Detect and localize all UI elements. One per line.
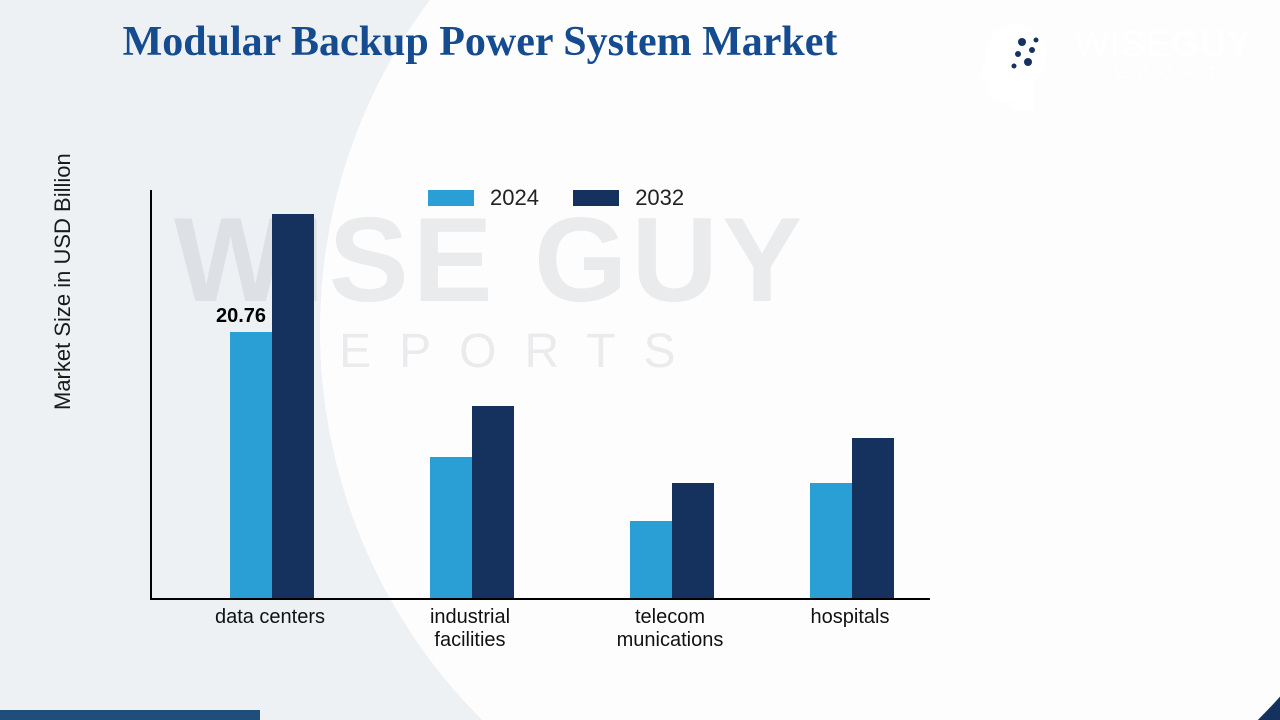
brand-line1-a: WISE <box>1075 23 1171 64</box>
bar-2032 <box>272 214 314 598</box>
bar-group <box>792 188 912 598</box>
bar-group <box>412 188 532 598</box>
bar-2024 <box>230 332 272 598</box>
x-axis-label: telecom munications <box>600 606 740 652</box>
bottom-accent-strip <box>0 710 260 720</box>
bar-2032 <box>852 438 894 598</box>
bar-2024 <box>810 483 852 598</box>
brand-head-icon <box>970 20 1050 110</box>
x-axis-label: data centers <box>200 606 340 629</box>
bar-2024 <box>430 457 472 598</box>
plot-area: 2024 2032 20.76 <box>150 190 930 600</box>
x-axis-label: hospitals <box>780 606 920 629</box>
bar-group: 20.76 <box>212 188 332 598</box>
bar-2024 <box>630 521 672 598</box>
brand-line1-b: GUY <box>1171 23 1252 64</box>
brand-logo-text: WISEGUY REPORTS <box>1075 26 1252 82</box>
bar-2032 <box>472 406 514 598</box>
infographic-stage: Modular Backup Power System Market WISE … <box>0 0 1280 720</box>
brand-line2: REPORTS <box>1075 66 1252 82</box>
chart-area: Market Size in USD Billion 2024 2032 20.… <box>60 150 940 690</box>
bar-value-label: 20.76 <box>216 305 266 328</box>
bar-group <box>612 188 732 598</box>
y-axis-label: Market Size in USD Billion <box>50 153 76 410</box>
chart-title: Modular Backup Power System Market <box>0 18 960 66</box>
bar-2032 <box>672 483 714 598</box>
x-axis-label: industrial facilities <box>400 606 540 652</box>
